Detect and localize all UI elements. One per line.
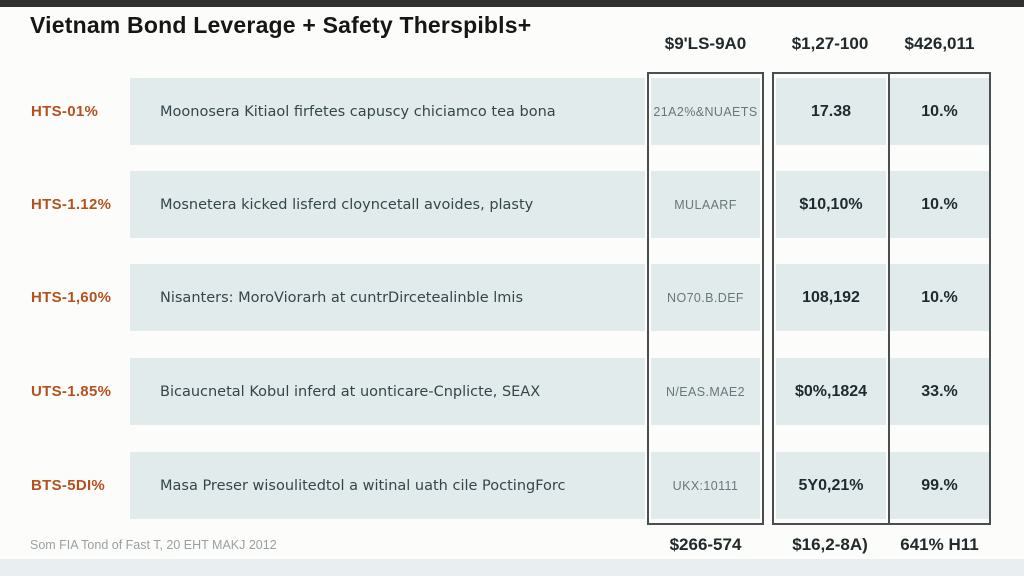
- row-value-cell: 108,192: [776, 264, 886, 331]
- row-percent-cell: 10.%: [890, 78, 989, 145]
- row-label: BTS-5DI%: [31, 477, 106, 494]
- row-code-cell: MULAARF: [651, 171, 760, 238]
- value-columns-border: [772, 72, 991, 525]
- table-row: HTS-1,60% Nisanters: MoroViorarh at cunt…: [0, 264, 1024, 331]
- table-row: BTS-5DI% Masa Preser wisoulitedtol a wit…: [0, 452, 1024, 519]
- row-code-cell: UKX:10111: [651, 452, 760, 519]
- row-value-cell: 5Y0,21%: [776, 452, 886, 519]
- bottom-edge-strip: [0, 559, 1024, 576]
- row-code-cell: NO70.B.DEF: [651, 264, 760, 331]
- row-value-cell: 17.38: [776, 78, 886, 145]
- header-value-col4: $1,27-100: [791, 34, 869, 53]
- footer-total-percent: 641% H11: [900, 535, 979, 554]
- row-description-cell: Mosnetera kicked lisferd cloyncetall avo…: [130, 171, 645, 238]
- row-label: HTS-1.12%: [31, 196, 112, 213]
- row-percent-cell: 10.%: [890, 171, 989, 238]
- row-code-cell: N/EAS.MAE2: [651, 358, 760, 425]
- footer-total-code: $266-574: [669, 535, 742, 554]
- row-value-cell: $0%,1824: [776, 358, 886, 425]
- page-title: Vietnam Bond Leverage + Safety Therspibl…: [30, 12, 532, 38]
- row-description-cell: Masa Preser wisoulitedtol a witinal uath…: [130, 452, 645, 519]
- source-note: Som FIA Tond of Fast T, 20 EHT MAKJ 2012: [30, 538, 277, 552]
- row-label: UTS-1.85%: [31, 383, 112, 400]
- row-description-cell: Moonosera Kitiaol firfetes capuscy chici…: [130, 78, 645, 145]
- row-description-cell: Bicaucnetal Kobul inferd at uonticare-Cn…: [130, 358, 645, 425]
- row-percent-cell: 10.%: [890, 264, 989, 331]
- top-edge-strip: [0, 0, 1024, 7]
- row-percent-cell: 99.%: [890, 452, 989, 519]
- header-value-col3: $9'LS-9A0: [664, 34, 747, 53]
- column-divider: [888, 74, 890, 523]
- table-row: HTS-1.12% Mosnetera kicked lisferd cloyn…: [0, 171, 1024, 238]
- row-code-cell: 21A2%&NUAETS: [651, 78, 760, 145]
- header-value-col5: $426,011: [904, 34, 975, 53]
- table-row: UTS-1.85% Bicaucnetal Kobul inferd at uo…: [0, 358, 1024, 425]
- footer-total-value: $16,2-8A): [792, 535, 868, 554]
- row-label: HTS-01%: [31, 103, 99, 120]
- row-label: HTS-1,60%: [31, 289, 112, 306]
- row-percent-cell: 33.%: [890, 358, 989, 425]
- code-column-border: [647, 72, 764, 525]
- row-value-cell: $10,10%: [776, 171, 886, 238]
- row-description-cell: Nisanters: MoroViorarh at cuntrDirceteal…: [130, 264, 645, 331]
- table-row: HTS-01% Moonosera Kitiaol firfetes capus…: [0, 78, 1024, 145]
